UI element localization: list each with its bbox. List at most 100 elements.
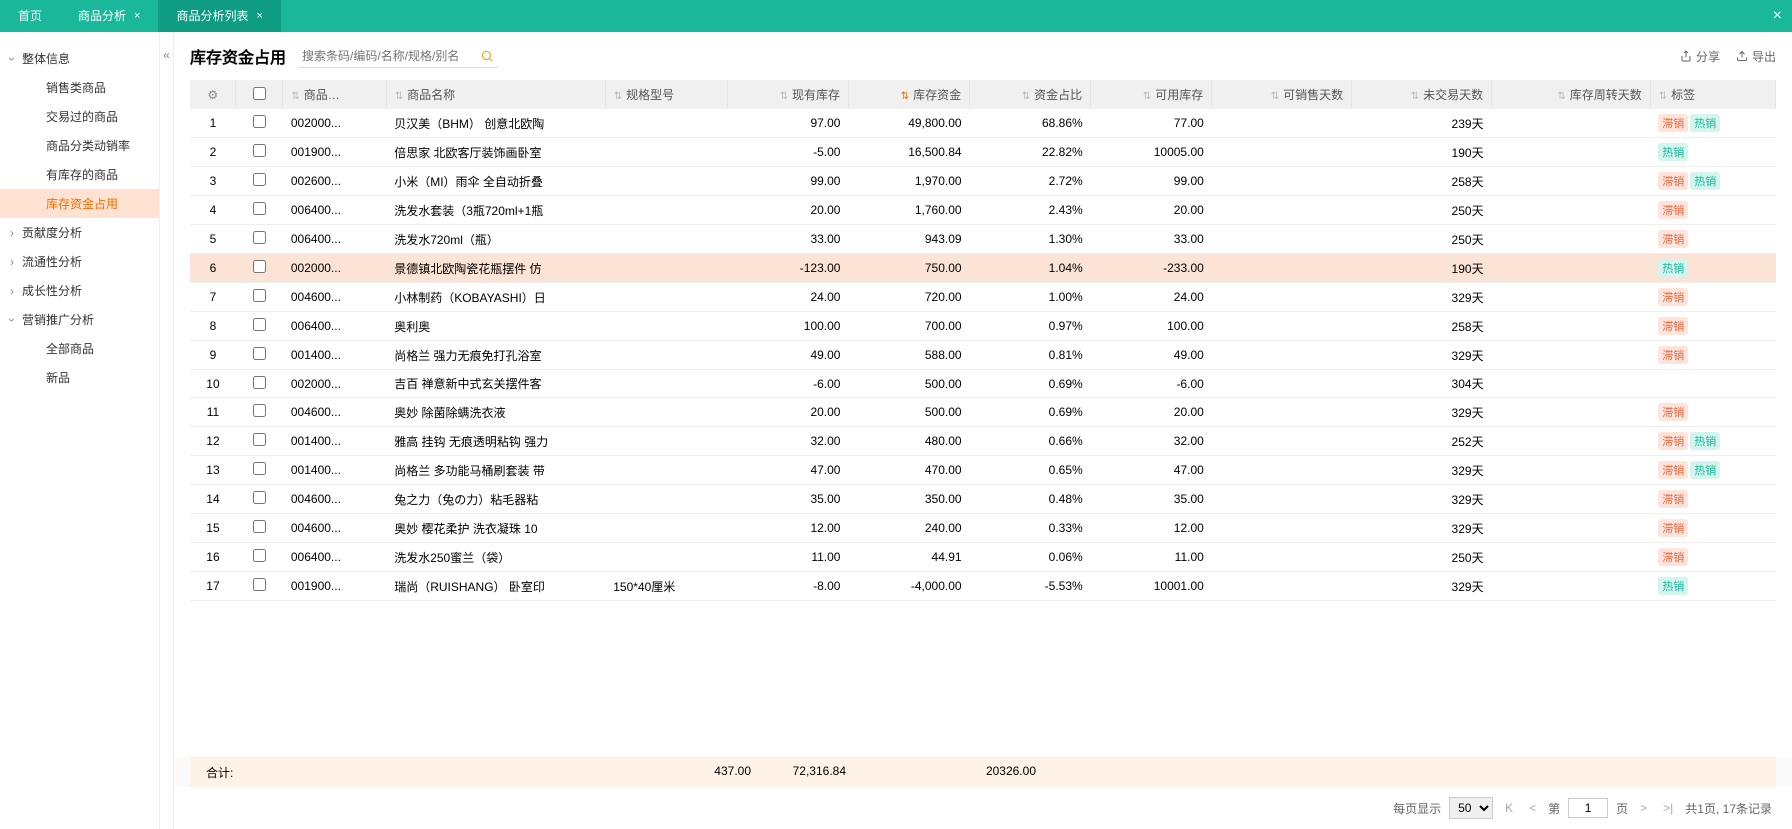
export-label: 导出 [1752,48,1776,65]
col-header[interactable]: ⇅资金占比 [970,80,1091,109]
sidebar-item-贡献度分析[interactable]: 贡献度分析 [0,218,159,247]
row-checkbox[interactable] [253,462,266,475]
table-row[interactable]: 2001900...倍思家 北欧客厅装饰画卧室-5.0016,500.8422.… [190,138,1776,167]
row-checkbox[interactable] [253,144,266,157]
close-icon[interactable]: × [1773,0,1782,32]
row-checkbox[interactable] [253,520,266,533]
select-all-checkbox[interactable] [253,87,266,100]
row-checkbox[interactable] [253,578,266,591]
tag-slow: 滞销 [1658,288,1688,306]
row-checkbox[interactable] [253,115,266,128]
sidebar-collapse-toggle[interactable]: « [160,32,174,829]
row-checkbox[interactable] [253,491,266,504]
sidebar-item-库存资金占用[interactable]: 库存资金占用 [0,189,159,218]
tag-slow: 滞销 [1658,490,1688,508]
tag-hot: 热销 [1658,259,1688,277]
gear-icon[interactable]: ⚙ [207,88,218,102]
col-header[interactable]: ⇅库存资金 [848,80,969,109]
tag-slow: 滞销 [1658,346,1688,364]
prev-page-button[interactable]: < [1525,801,1540,815]
next-page-button[interactable]: > [1636,801,1651,815]
tag-hot: 热销 [1690,461,1720,479]
tag-slow: 滞销 [1658,403,1688,421]
col-header[interactable]: ⇅未交易天数 [1352,80,1492,109]
table-row[interactable]: 8006400...奥利奥100.00700.000.97%100.00258天… [190,312,1776,341]
sidebar-item-营销推广分析[interactable]: 营销推广分析 [0,305,159,334]
totals-row: 合计: 437.00 72,316.84 20326.00 [190,757,1776,787]
table-row[interactable]: 7004600...小林制药（KOBAYASHI）日24.00720.001.0… [190,283,1776,312]
pager: 每页显示 50 K < 第 页 > >| 共1页, 17条记录 [174,787,1792,829]
table-row[interactable]: 11004600...奥妙 除菌除螨洗衣液20.00500.000.69%20.… [190,398,1776,427]
tag-slow: 滞销 [1658,461,1688,479]
sidebar-item-新品[interactable]: 新品 [0,363,159,392]
row-checkbox[interactable] [253,289,266,302]
table-row[interactable]: 12001400...雅高 挂钩 无痕透明粘钩 强力32.00480.000.6… [190,427,1776,456]
pager-summary: 共1页, 17条记录 [1685,800,1772,817]
row-checkbox[interactable] [253,173,266,186]
table-row[interactable]: 5006400...洗发水720ml（瓶）33.00943.091.30%33.… [190,225,1776,254]
sidebar-item-全部商品[interactable]: 全部商品 [0,334,159,363]
row-checkbox[interactable] [253,376,266,389]
sidebar-item-销售类商品[interactable]: 销售类商品 [0,73,159,102]
table-row[interactable]: 13001400...尚格兰 多功能马桶刷套装 带47.00470.000.65… [190,456,1776,485]
table-row[interactable]: 4006400...洗发水套装（3瓶720ml+1瓶20.001,760.002… [190,196,1776,225]
col-header[interactable]: ⇅现有库存 [727,80,848,109]
row-checkbox[interactable] [253,404,266,417]
page-word: 第 [1548,800,1560,817]
row-checkbox[interactable] [253,318,266,331]
sidebar-item-整体信息[interactable]: 整体信息 [0,44,159,73]
tab-商品分析列表[interactable]: 商品分析列表× [158,0,280,32]
row-checkbox[interactable] [253,347,266,360]
col-header[interactable]: ⇅规格型号 [605,80,727,109]
totals-fund: 72,316.84 [751,764,846,781]
content-header: 库存资金占用 分享 导出 [174,32,1792,80]
page-title: 库存资金占用 [190,44,286,68]
tab-商品分析[interactable]: 商品分析× [60,0,158,32]
col-header[interactable]: ⇅可销售天数 [1212,80,1352,109]
close-icon[interactable]: × [134,0,140,32]
sidebar-item-商品分类动销率[interactable]: 商品分类动销率 [0,131,159,160]
page-input[interactable] [1568,798,1608,818]
table-row[interactable]: 16006400...洗发水250蜜兰（袋）11.0044.910.06%11.… [190,543,1776,572]
table-row[interactable]: 14004600...兔之力（兔の力）粘毛器粘35.00350.000.48%3… [190,485,1776,514]
totals-label: 合计: [206,764,286,781]
table-row[interactable]: 15004600...奥妙 樱花柔护 洗衣凝珠 1012.00240.000.3… [190,514,1776,543]
search-input[interactable] [298,45,498,68]
last-page-button[interactable]: >| [1659,801,1677,815]
table-row[interactable]: 1002000...贝汉美（BHM） 创意北欧陶97.0049,800.0068… [190,109,1776,138]
row-checkbox[interactable] [253,231,266,244]
table-row[interactable]: 10002000...吉百 禅意新中式玄关摆件客-6.00500.000.69%… [190,370,1776,398]
search-icon[interactable] [480,49,494,66]
table-row[interactable]: 9001400...尚格兰 强力无痕免打孔浴室49.00588.000.81%4… [190,341,1776,370]
col-header[interactable]: ⇅商品… [283,80,386,109]
tag-slow: 滞销 [1658,172,1688,190]
sidebar-item-有库存的商品[interactable]: 有库存的商品 [0,160,159,189]
table-row[interactable]: 3002600...小米（MI）雨伞 全自动折叠99.001,970.002.7… [190,167,1776,196]
row-checkbox[interactable] [253,433,266,446]
totals-avail: 20326.00 [936,764,1036,781]
table-row[interactable]: 17001900...瑞尚（RUISHANG） 卧室印150*40厘米-8.00… [190,572,1776,601]
tag-slow: 滞销 [1658,317,1688,335]
tag-slow: 滞销 [1658,201,1688,219]
sidebar-item-成长性分析[interactable]: 成长性分析 [0,276,159,305]
tag-slow: 滞销 [1658,548,1688,566]
per-page-label: 每页显示 [1393,800,1441,817]
first-page-button[interactable]: K [1501,801,1517,815]
sidebar-item-交易过的商品[interactable]: 交易过的商品 [0,102,159,131]
export-button[interactable]: 导出 [1736,48,1776,65]
col-header[interactable]: ⇅商品名称 [386,80,605,109]
table-row[interactable]: 6002000...景德镇北欧陶瓷花瓶摆件 仿-123.00750.001.04… [190,254,1776,283]
tag-slow: 滞销 [1658,114,1688,132]
share-button[interactable]: 分享 [1680,48,1720,65]
col-header[interactable]: ⇅库存周转天数 [1492,80,1651,109]
row-checkbox[interactable] [253,549,266,562]
tab-首页[interactable]: 首页 [0,0,60,32]
col-header[interactable]: ⇅标签 [1650,80,1775,109]
row-checkbox[interactable] [253,260,266,273]
tag-slow: 滞销 [1658,230,1688,248]
col-header[interactable]: ⇅可用库存 [1091,80,1212,109]
row-checkbox[interactable] [253,202,266,215]
sidebar-item-流通性分析[interactable]: 流通性分析 [0,247,159,276]
per-page-select[interactable]: 50 [1449,797,1493,819]
close-icon[interactable]: × [256,0,262,32]
